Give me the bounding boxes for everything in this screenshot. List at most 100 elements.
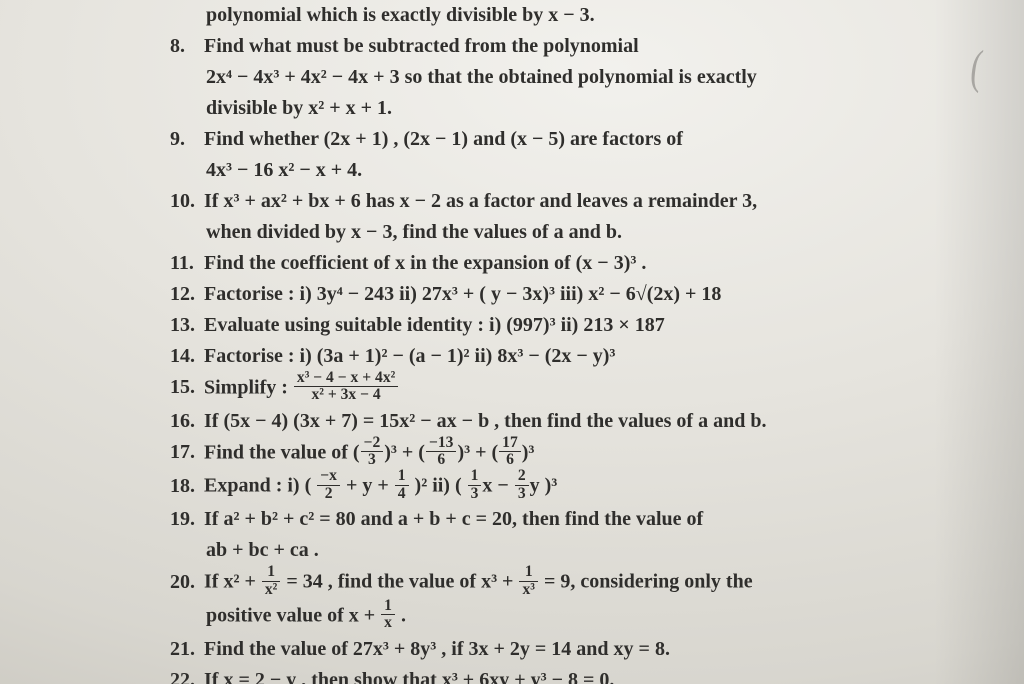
text: )³ + (: [384, 441, 425, 463]
item-number: 22.: [170, 665, 204, 684]
problem-10: 10.If x³ + ax² + bx + 6 has x − 2 as a f…: [170, 186, 954, 217]
item-number: 18.: [170, 471, 204, 502]
text: 2x⁴ − 4x³ + 4x² − 4x + 3 so that the obt…: [206, 66, 757, 88]
text: x −: [482, 475, 513, 497]
page-curl-mark: (: [970, 40, 981, 95]
text-line: 2x⁴ − 4x³ + 4x² − 4x + 3 so that the obt…: [170, 62, 954, 93]
text-line: 4x³ − 16 x² − x + 4.: [170, 155, 954, 186]
denominator: 2: [317, 486, 340, 502]
item-number: 14.: [170, 341, 204, 372]
item-number: 11.: [170, 248, 204, 279]
problem-14: 14.Factorise : i) (3a + 1)² − (a − 1)² i…: [170, 341, 954, 372]
item-number: 12.: [170, 279, 204, 310]
text: = 34 , find the value of x³ +: [281, 571, 518, 593]
item-number: 10.: [170, 186, 204, 217]
numerator: −13: [426, 435, 456, 452]
fraction: −x2: [316, 468, 341, 502]
problem-13: 13.Evaluate using suitable identity : i)…: [170, 310, 954, 341]
fraction: 23: [514, 468, 530, 502]
text: Find the value of 27x³ + 8y³ , if 3x + 2…: [204, 638, 670, 660]
text: Factorise : i) 3y⁴ − 243 ii) 27x³ + ( y …: [204, 283, 721, 305]
text: If x² +: [204, 571, 261, 593]
fraction: 1x: [380, 598, 396, 632]
item-number: 17.: [170, 437, 204, 468]
text: Find what must be subtracted from the po…: [204, 35, 639, 57]
problem-list: polynomial which is exactly divisible by…: [170, 0, 954, 684]
text-line: divisible by x² + x + 1.: [170, 93, 954, 124]
text-line: ab + bc + ca .: [170, 535, 954, 566]
item-number: 9.: [170, 124, 204, 155]
text: Expand : i) (: [204, 475, 316, 497]
text: Find the value of (: [204, 441, 360, 463]
text: Simplify :: [204, 376, 293, 398]
denominator: 3: [515, 486, 529, 502]
problem-11: 11.Find the coefficient of x in the expa…: [170, 248, 954, 279]
text-line: polynomial which is exactly divisible by…: [170, 0, 954, 31]
problem-9: 9.Find whether (2x + 1) , (2x − 1) and (…: [170, 124, 954, 155]
text: )³ + (: [457, 441, 498, 463]
numerator: 1: [468, 468, 482, 485]
item-number: 8.: [170, 31, 204, 62]
fraction: 13: [467, 468, 483, 502]
denominator: 6: [426, 452, 456, 468]
fraction: −23: [360, 435, 385, 469]
text: If a² + b² + c² = 80 and a + b + c = 20,…: [204, 508, 703, 530]
numerator: 1: [519, 564, 537, 581]
text: polynomial which is exactly divisible by…: [206, 4, 595, 26]
numerator: x³ − 4 − x + 4x²: [294, 370, 398, 387]
problem-15: 15.Simplify : x³ − 4 − x + 4x²x² + 3x − …: [170, 372, 954, 406]
text: y )³: [530, 475, 558, 497]
text: when divided by x − 3, find the values o…: [206, 221, 622, 243]
fraction: 1x³: [518, 564, 538, 598]
problem-22: 22.If x = 2 − y , then show that x³ + 6x…: [170, 665, 954, 684]
denominator: 6: [499, 452, 521, 468]
numerator: 2: [515, 468, 529, 485]
fraction: −136: [425, 435, 457, 469]
denominator: x²: [262, 582, 280, 598]
fraction: 176: [498, 435, 522, 469]
text: Find whether (2x + 1) , (2x − 1) and (x …: [204, 128, 683, 150]
text: If x = 2 − y , then show that x³ + 6xy +…: [204, 669, 614, 684]
denominator: x³: [519, 582, 537, 598]
text: .: [396, 604, 406, 626]
text-line: when divided by x − 3, find the values o…: [170, 217, 954, 248]
text: Evaluate using suitable identity : i) (9…: [204, 314, 665, 336]
text: Find the coefficient of x in the expansi…: [204, 252, 646, 274]
text: divisible by x² + x + 1.: [206, 97, 392, 119]
text: If (5x − 4) (3x + 7) = 15x² − ax − b , t…: [204, 410, 766, 432]
denominator: 4: [395, 486, 409, 502]
item-number: 20.: [170, 567, 204, 598]
item-number: 21.: [170, 634, 204, 665]
numerator: 1: [381, 598, 395, 615]
text: 4x³ − 16 x² − x + 4.: [206, 159, 362, 181]
problem-20: 20.If x² + 1x² = 34 , find the value of …: [170, 566, 954, 600]
problem-19: 19.If a² + b² + c² = 80 and a + b + c = …: [170, 504, 954, 535]
fraction: 1x²: [261, 564, 281, 598]
text: ab + bc + ca .: [206, 539, 319, 561]
numerator: −x: [317, 468, 340, 485]
text: )² ii) (: [410, 475, 467, 497]
problem-17: 17.Find the value of (−23)³ + (−136)³ + …: [170, 437, 954, 471]
fraction: 14: [394, 468, 410, 502]
numerator: 1: [395, 468, 409, 485]
denominator: 3: [361, 452, 384, 468]
problem-21: 21.Find the value of 27x³ + 8y³ , if 3x …: [170, 634, 954, 665]
problem-12: 12.Factorise : i) 3y⁴ − 243 ii) 27x³ + (…: [170, 279, 954, 310]
denominator: x: [381, 615, 395, 631]
fraction: x³ − 4 − x + 4x²x² + 3x − 4: [293, 370, 399, 404]
text: + y +: [341, 475, 394, 497]
numerator: 1: [262, 564, 280, 581]
problem-16: 16.If (5x − 4) (3x + 7) = 15x² − ax − b …: [170, 406, 954, 437]
text: positive value of x +: [206, 604, 380, 626]
problem-8: 8.Find what must be subtracted from the …: [170, 31, 954, 62]
worksheet-page: ( polynomial which is exactly divisible …: [0, 0, 1024, 684]
item-number: 19.: [170, 504, 204, 535]
numerator: −2: [361, 435, 384, 452]
denominator: x² + 3x − 4: [294, 387, 398, 403]
text: = 9, considering only the: [539, 571, 753, 593]
numerator: 17: [499, 435, 521, 452]
item-number: 13.: [170, 310, 204, 341]
denominator: 3: [468, 486, 482, 502]
item-number: 15.: [170, 372, 204, 403]
problem-18: 18.Expand : i) ( −x2 + y + 14 )² ii) ( 1…: [170, 470, 954, 504]
